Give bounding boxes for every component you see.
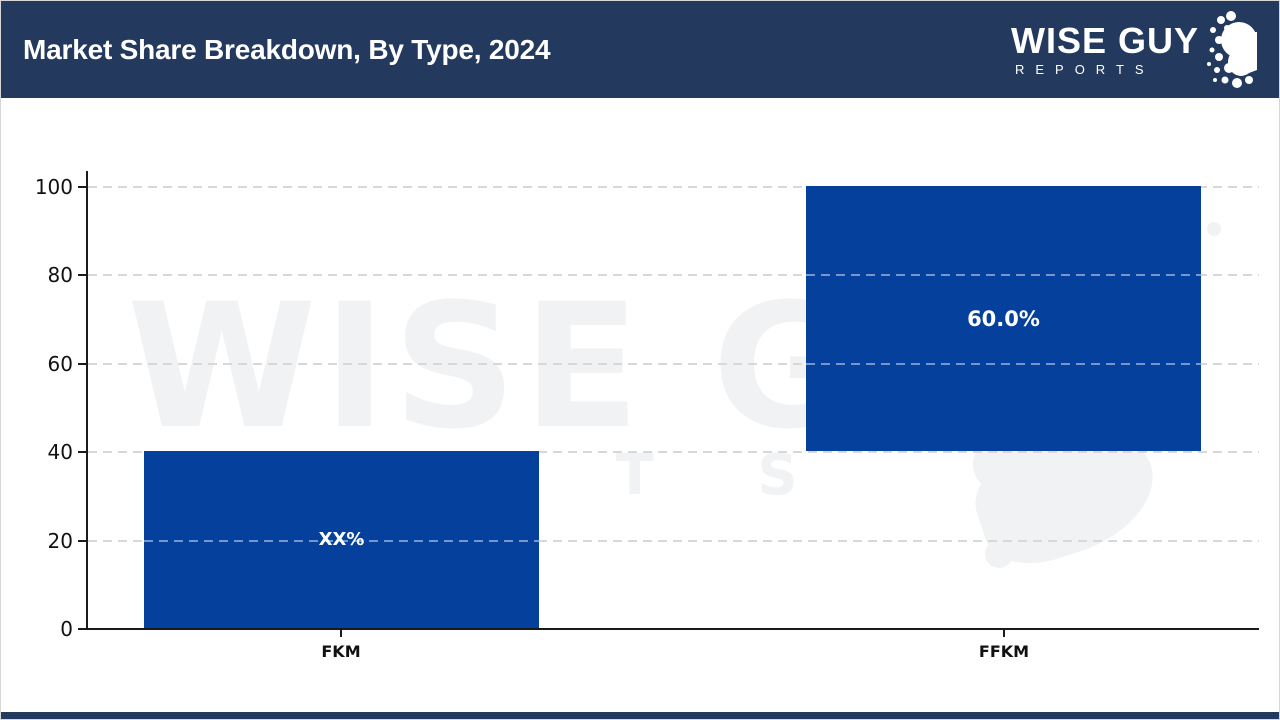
bar-ffkm-value-label: 60.0% [967,306,1040,331]
y-tick-60 [78,363,86,365]
y-label-60: 60 [47,352,73,376]
y-label-20: 20 [47,529,73,553]
gridline-100 [88,186,1259,188]
x-label-fkm: FKM [321,642,361,661]
logo-wordmark: WISE GUY REPORTS [1010,19,1199,77]
gridline-20 [88,540,1259,542]
y-label-40: 40 [47,440,73,464]
watermark-head-dot-2 [985,540,1013,568]
y-tick-20 [78,540,86,542]
footer-bar [1,712,1279,719]
gridline-60 [88,363,1259,365]
bar-fkm: XX% [144,451,539,628]
bar-ffkm-gridline-overlay-80 [806,274,1201,276]
bar-fkm-gridline-overlay [144,540,539,542]
y-label-80: 80 [47,263,73,287]
y-tick-100 [78,186,86,188]
bar-fkm-value-label: XX% [318,529,365,550]
y-tick-80 [78,274,86,276]
logo-line1: WISE GUY [1010,19,1199,61]
y-tick-0 [78,628,86,630]
x-tick-fkm [340,630,342,637]
gridline-80 [88,274,1259,276]
x-axis-spine [86,628,1259,630]
bar-ffkm-gridline-overlay-60 [806,363,1201,365]
header: Market Share Breakdown, By Type, 2024 WI… [1,1,1279,98]
logo-line2: REPORTS [1014,61,1155,77]
x-tick-ffkm [1003,630,1005,637]
y-tick-40 [78,451,86,453]
logo-head-icon [1207,10,1257,88]
x-label-ffkm: FFKM [978,642,1030,661]
chart-canvas: WISE GUY R T S XX% 60.0% [1,98,1279,714]
gridline-40 [88,451,1259,453]
y-label-0: 0 [60,617,73,641]
y-axis-spine [86,171,88,630]
y-label-100: 100 [34,175,73,199]
page-title: Market Share Breakdown, By Type, 2024 [23,33,551,65]
wiseguy-logo: WISE GUY REPORTS [1011,10,1257,90]
bar-ffkm: 60.0% [806,186,1201,451]
watermark-head-dot-4 [1207,222,1221,236]
